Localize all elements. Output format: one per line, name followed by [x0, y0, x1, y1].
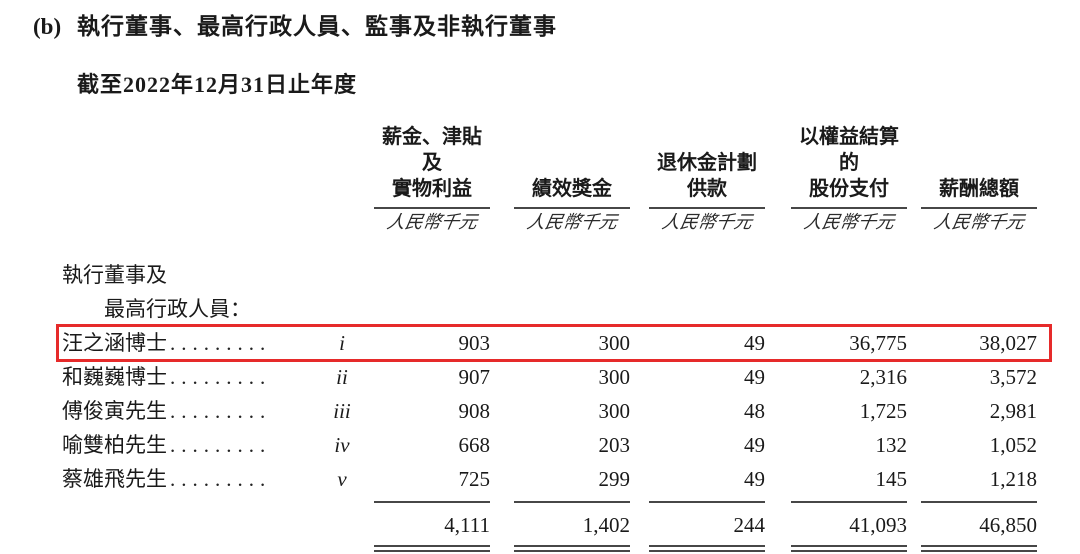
value-cell: 38,027	[979, 331, 1037, 355]
group-label-line2: 最高行政人員：	[104, 297, 251, 321]
value-cell: 1,052	[989, 433, 1037, 457]
column-header-line: 實物利益	[392, 178, 472, 200]
value-cell: 132	[875, 433, 908, 457]
value-cell: 908	[458, 399, 491, 423]
total-value: 244	[733, 513, 766, 537]
value-cell: 48	[744, 399, 765, 423]
value-cell: 49	[744, 365, 765, 389]
value-cell: 2,316	[859, 365, 907, 389]
value-cell: 907	[458, 365, 491, 389]
value-cell: 300	[598, 331, 631, 355]
director-name: 蔡雄飛先生	[62, 467, 167, 491]
value-cell: 145	[875, 467, 908, 491]
total-value: 4,111	[444, 513, 490, 537]
column-header-line: 供款	[687, 178, 727, 200]
column-header-line: 退休金計劃	[657, 152, 757, 174]
value-cell: 725	[458, 467, 491, 491]
column-header-line: 薪酬總額	[939, 178, 1019, 200]
value-cell: 36,775	[849, 331, 907, 355]
value-cell: 1,218	[989, 467, 1037, 491]
value-cell: 668	[458, 433, 491, 457]
remuneration-table: 薪金、津貼及 實物利益 人民幣千元 績效獎金 人民幣千元	[56, 124, 1052, 554]
total-rule-row	[62, 542, 1037, 554]
column-rule	[921, 501, 1037, 503]
value-cell: 49	[744, 433, 765, 457]
director-name: 傅俊寅先生	[62, 399, 167, 423]
column-header-salaries: 薪金、津貼及 實物利益 人民幣千元	[372, 124, 490, 236]
column-header-pension: 退休金計劃 供款 人民幣千元	[630, 124, 765, 236]
table-row: 傅俊寅先生......... iii 908 300 48 1,725 2,98…	[62, 394, 1037, 428]
table-row: 蔡雄飛先生......... v 725 299 49 145 1,218	[62, 462, 1037, 496]
director-name: 喻雙柏先生	[62, 433, 167, 457]
double-rule	[649, 545, 765, 552]
double-rule	[921, 545, 1037, 552]
column-header-line: 薪金、津貼及	[382, 126, 482, 174]
section-title: 執行董事、最高行政人員、監事及非執行董事	[77, 14, 557, 39]
group-label-line1: 執行董事及	[62, 263, 167, 287]
column-header-line: 績效獎金	[532, 178, 612, 200]
leader-dots: .........	[170, 331, 272, 355]
table-row: 和巍巍博士......... ii 907 300 49 2,316 3,572	[62, 360, 1037, 394]
column-rule	[649, 501, 765, 503]
period-heading: 截至2022年12月31日止年度	[77, 72, 358, 97]
note-ref: i	[339, 331, 345, 355]
spacer-row	[62, 236, 1037, 258]
section-label: (b)	[33, 14, 62, 39]
table-row: 喻雙柏先生......... iv 668 203 49 132 1,052	[62, 428, 1037, 462]
totals-row: 4,111 1,402 244 41,093 46,850	[62, 508, 1037, 542]
double-rule	[791, 545, 907, 552]
value-cell: 2,981	[989, 399, 1037, 423]
value-cell: 3,572	[989, 365, 1037, 389]
total-value: 46,850	[979, 513, 1037, 537]
value-cell: 299	[598, 467, 631, 491]
value-cell: 300	[598, 399, 631, 423]
section-heading: (b) 執行董事、最高行政人員、監事及非執行董事	[0, 0, 1080, 41]
value-cell: 300	[598, 365, 631, 389]
column-rule	[791, 501, 907, 503]
value-cell: 49	[744, 467, 765, 491]
total-value: 41,093	[849, 513, 907, 537]
total-value: 1,402	[582, 513, 630, 537]
column-header-share-payments: 以權益結算的 股份支付 人民幣千元	[765, 124, 907, 236]
unit-label: 人民幣千元	[802, 212, 896, 232]
leader-dots: .........	[170, 467, 272, 491]
column-header-total: 薪酬總額 人民幣千元	[907, 124, 1037, 236]
leader-dots: .........	[170, 433, 272, 457]
column-header-bonus: 績效獎金 人民幣千元	[490, 124, 630, 236]
note-ref: ii	[336, 365, 348, 389]
value-cell: 903	[458, 331, 491, 355]
director-name: 和巍巍博士	[62, 365, 167, 389]
double-rule	[514, 545, 630, 552]
leader-dots: .........	[170, 399, 272, 423]
header-row: 薪金、津貼及 實物利益 人民幣千元 績效獎金 人民幣千元	[62, 124, 1037, 236]
unit-label: 人民幣千元	[932, 212, 1026, 232]
value-cell: 203	[598, 433, 631, 457]
column-header-line: 股份支付	[809, 178, 889, 200]
note-ref: v	[337, 467, 347, 491]
value-cell: 49	[744, 331, 765, 355]
column-header-line: 以權益結算的	[799, 126, 899, 174]
unit-label: 人民幣千元	[660, 212, 754, 232]
unit-label: 人民幣千元	[525, 212, 619, 232]
unit-label: 人民幣千元	[385, 212, 479, 232]
value-cell: 1,725	[859, 399, 907, 423]
subtotal-rule-row	[62, 496, 1037, 508]
director-name: 汪之涵博士	[62, 331, 167, 355]
table-row: 汪之涵博士......... i 903 300 49 36,775 38,02…	[56, 324, 1052, 362]
note-ref: iv	[334, 433, 350, 457]
leader-dots: .........	[170, 365, 272, 389]
column-rule	[514, 501, 630, 503]
column-rule	[374, 501, 490, 503]
group-label-row: 執行董事及 最高行政人員：	[62, 258, 1037, 326]
double-rule	[374, 545, 490, 552]
note-ref: iii	[333, 399, 351, 423]
